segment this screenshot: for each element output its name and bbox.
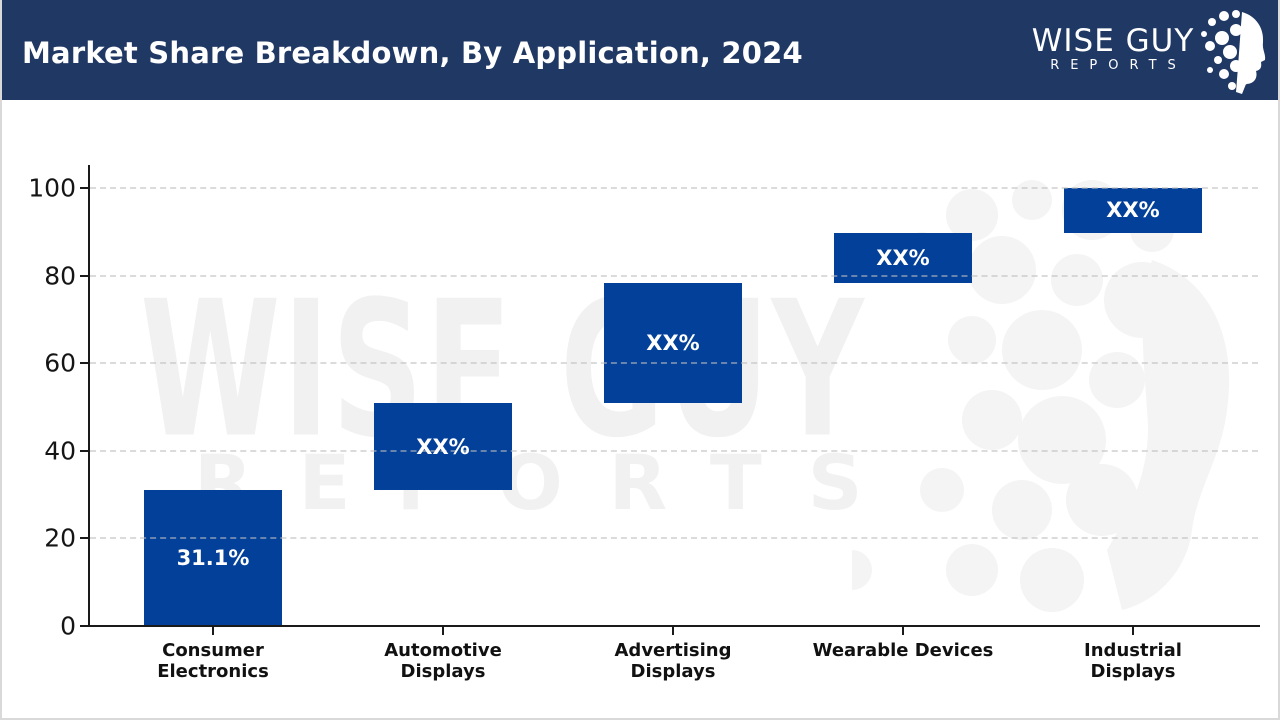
logo-wordmark: WISE GUY (1031, 23, 1195, 59)
y-tick-label-80: 80 (44, 261, 76, 291)
y-tick-label-40: 40 (44, 436, 76, 466)
bar-advertising-displays (604, 283, 742, 404)
y-tick-mark-20 (80, 537, 88, 540)
y-tick-label-0: 0 (60, 611, 76, 641)
y-axis-line (88, 165, 90, 627)
bar-value-label: XX% (646, 331, 700, 356)
x-tick-mark (1132, 627, 1134, 635)
x-tick-label-advertising-displays: Advertising Displays (614, 640, 732, 682)
gridline-40 (90, 449, 1258, 452)
y-tick-mark-100 (80, 187, 88, 189)
x-axis-line (87, 625, 1260, 627)
logo-head-icon (1201, 10, 1266, 94)
y-tick-mark-80 (80, 274, 88, 277)
bar-value-label: XX% (416, 434, 470, 459)
y-tick-label-20: 20 (44, 523, 76, 553)
header-bar: Market Share Breakdown, By Application, … (2, 0, 1278, 100)
x-tick-mark (672, 627, 674, 635)
logo-subtext: REPORTS (1050, 58, 1187, 73)
page-title: Market Share Breakdown, By Application, … (22, 36, 803, 70)
y-tick-mark-60 (80, 362, 88, 365)
logo-text: WISE GUY REPORTS (1018, 24, 1208, 74)
x-tick-mark (902, 627, 904, 635)
x-tick-label-industrial-displays: Industrial Displays (1084, 640, 1182, 682)
y-tick-mark-40 (80, 449, 88, 452)
gridline-60 (90, 362, 1258, 365)
x-tick-label-consumer-electronics: Consumer Electronics (157, 640, 269, 682)
gridline-80 (90, 274, 1258, 277)
wise-guy-reports-logo: WISE GUY REPORTS (1018, 6, 1268, 96)
y-tick-label-100: 100 (28, 173, 76, 203)
bar-value-label: 31.1% (176, 545, 250, 570)
gridline-20 (90, 537, 1258, 540)
x-tick-label-wearable-devices: Wearable Devices (812, 640, 994, 661)
y-tick-label-60: 60 (44, 348, 76, 378)
bar-value-label: XX% (876, 246, 930, 271)
x-tick-mark (212, 627, 214, 635)
gridline-100 (90, 187, 1258, 189)
bar-value-label: XX% (1106, 198, 1160, 223)
bar-automotive-displays (374, 403, 512, 490)
x-tick-label-automotive-displays: Automotive Displays (384, 640, 502, 682)
y-tick-mark-0 (80, 625, 88, 627)
x-tick-mark (442, 627, 444, 635)
bar-consumer-electronics (144, 489, 282, 626)
